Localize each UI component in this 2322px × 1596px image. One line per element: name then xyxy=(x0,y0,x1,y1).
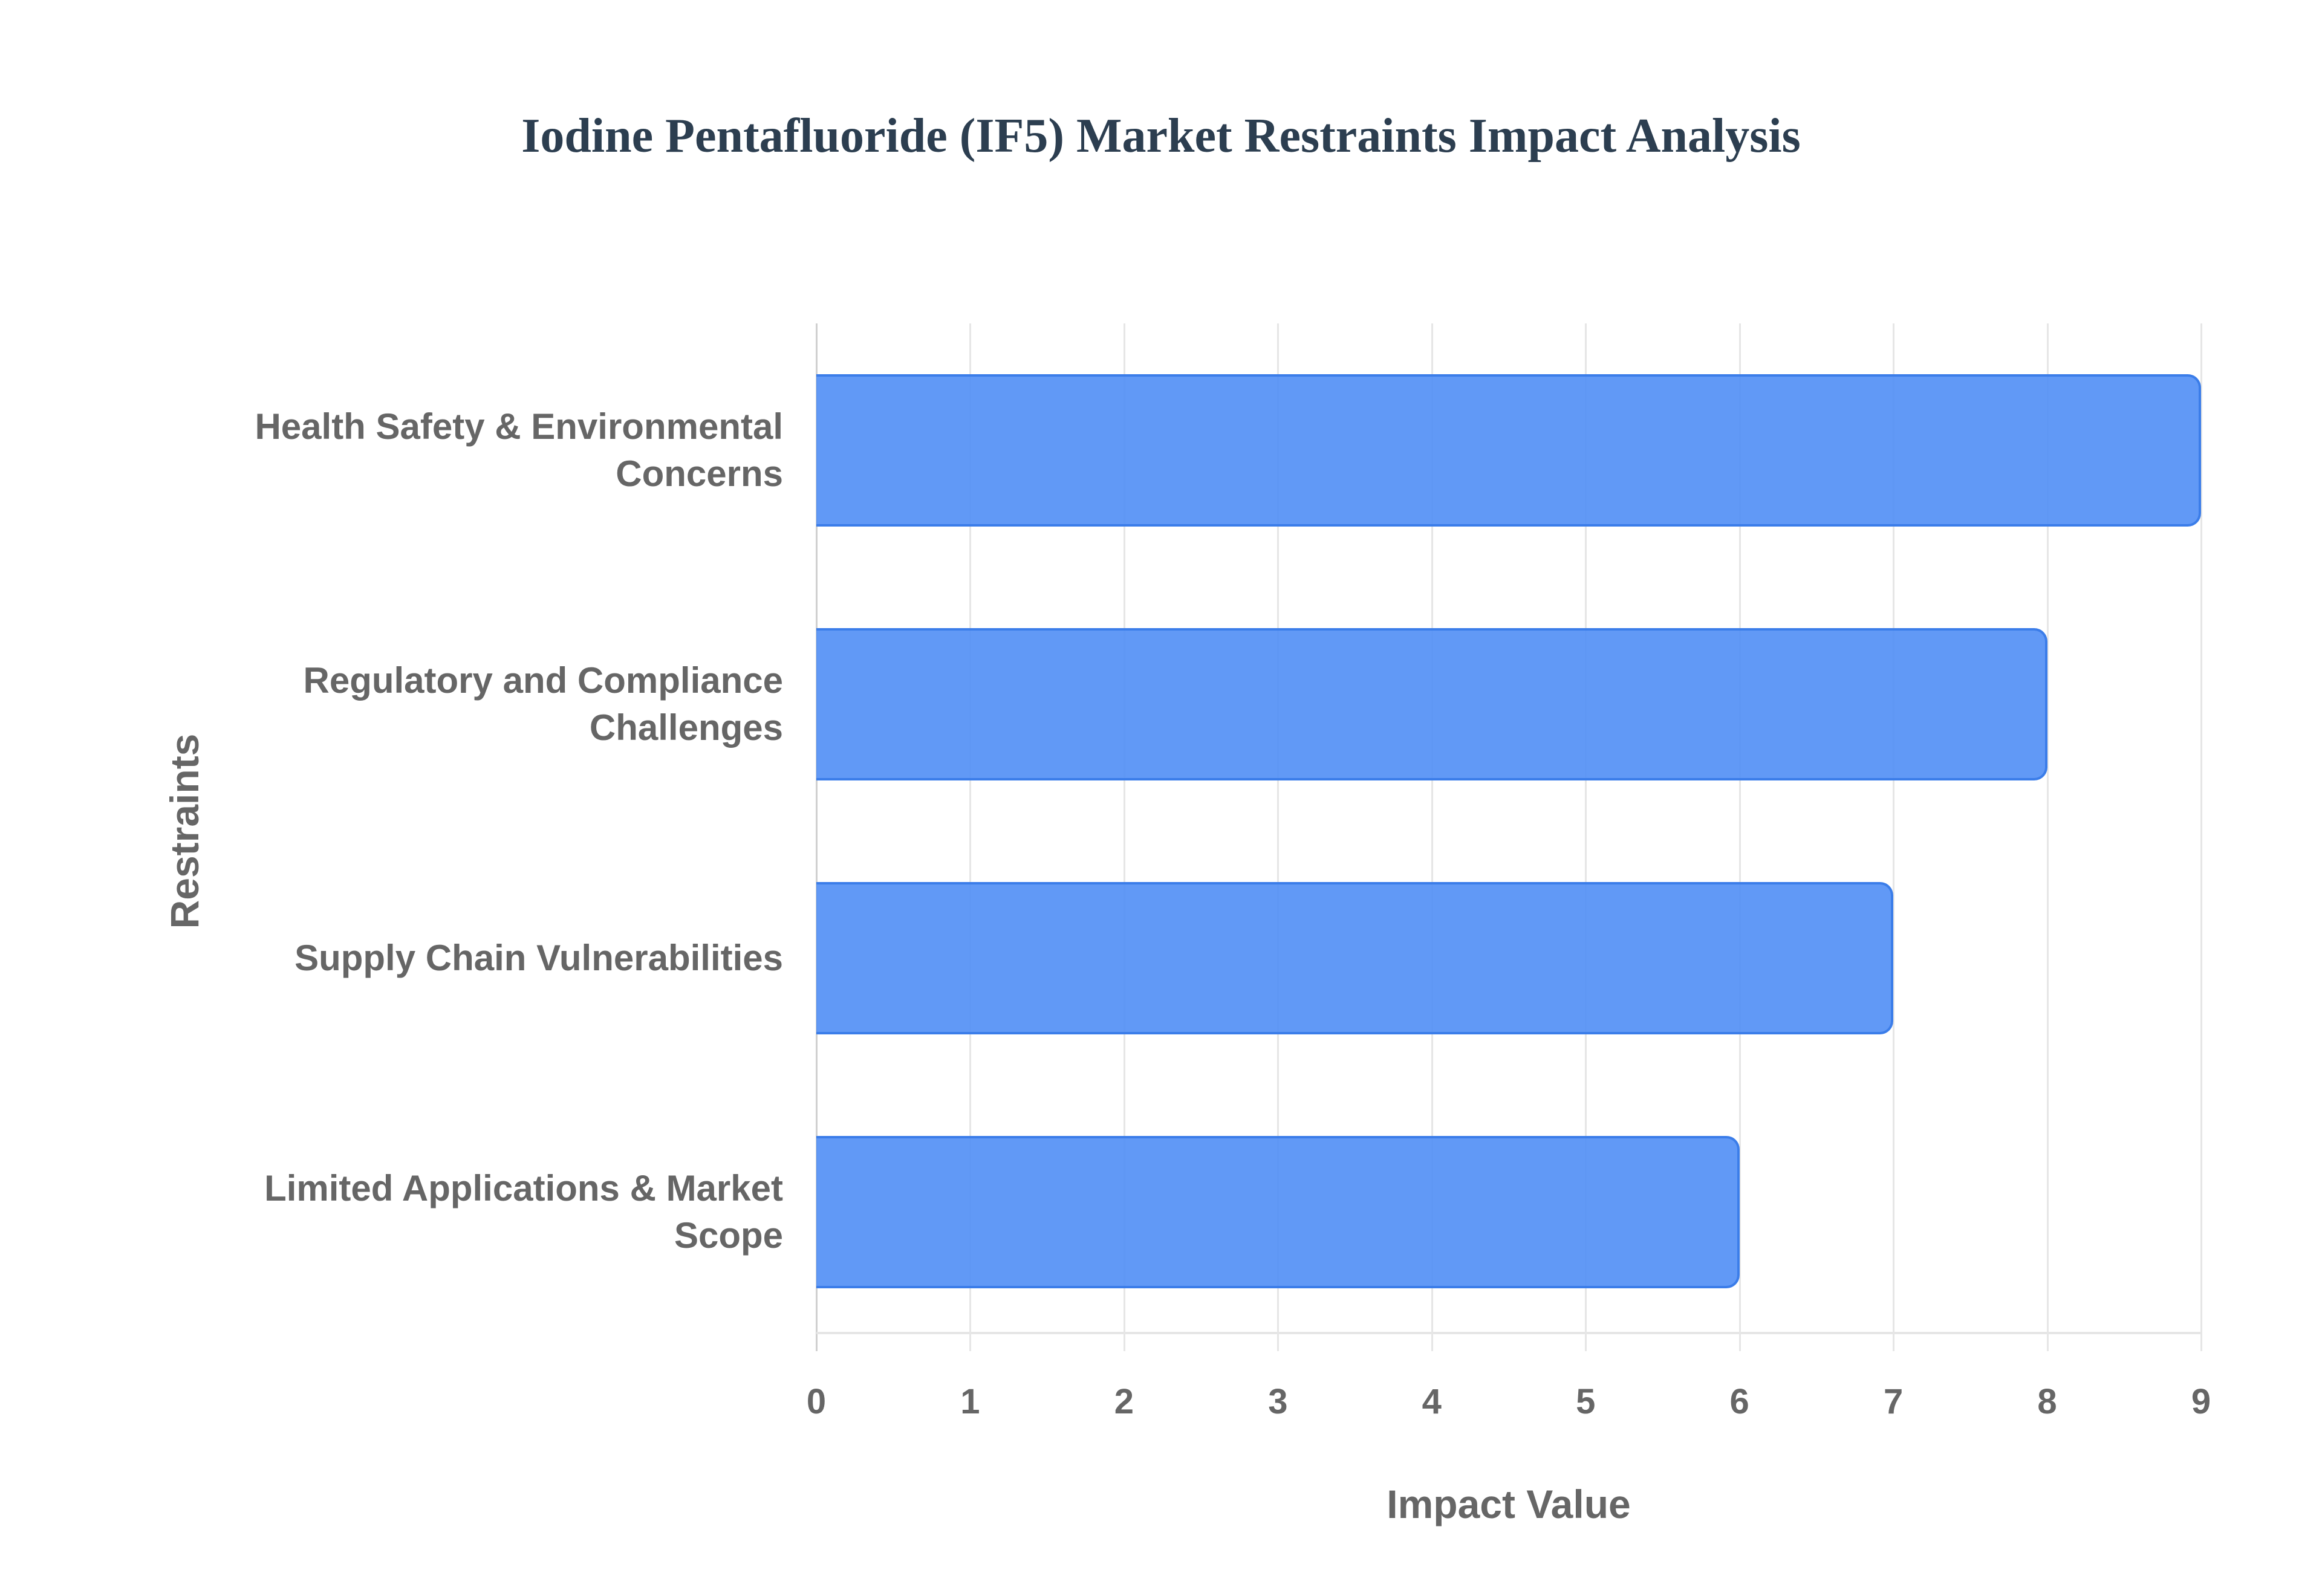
x-axis-title: Impact Value xyxy=(1387,1482,1631,1526)
y-tick-label: Health Safety & Environmental Concerns xyxy=(255,406,783,494)
x-tick-label: 2 xyxy=(1114,1382,1134,1421)
x-tick-label: 8 xyxy=(2037,1382,2057,1421)
bar[interactable] xyxy=(816,374,2201,527)
x-tick-label: 3 xyxy=(1268,1382,1288,1421)
chart-title: Iodine Pentafluoride (IF5) Market Restra… xyxy=(521,109,1801,163)
bar[interactable] xyxy=(816,628,2047,780)
y-tick-label: Supply Chain Vulnerabilities xyxy=(294,938,783,978)
x-tick-label: 5 xyxy=(1576,1382,1596,1421)
gridline xyxy=(1123,323,1125,1351)
gridline xyxy=(1893,323,1895,1351)
x-tick-label: 7 xyxy=(1883,1382,1904,1421)
x-tick-label: 9 xyxy=(2191,1382,2211,1421)
gridline xyxy=(1738,323,1741,1351)
gridline xyxy=(2046,323,2049,1351)
gridline xyxy=(1585,323,1587,1351)
x-tick-label: 4 xyxy=(1422,1382,1442,1421)
x-axis-line xyxy=(816,1332,2201,1334)
bar[interactable] xyxy=(816,1136,1740,1288)
gridline xyxy=(2200,323,2202,1351)
y-axis-title: Restraints xyxy=(162,733,207,929)
gridline xyxy=(816,323,818,1351)
x-tick-label: 0 xyxy=(806,1382,827,1421)
gridline xyxy=(1277,323,1280,1351)
x-tick-label: 1 xyxy=(960,1382,980,1421)
gridline xyxy=(969,323,972,1351)
y-tick-label: Limited Applications & Market Scope xyxy=(264,1168,783,1256)
bar[interactable] xyxy=(816,882,1894,1034)
y-tick-label: Regulatory and Compliance Challenges xyxy=(303,660,783,748)
plot-area xyxy=(816,323,2202,1351)
x-tick-label: 6 xyxy=(1729,1382,1749,1421)
gridline xyxy=(1431,323,1433,1351)
